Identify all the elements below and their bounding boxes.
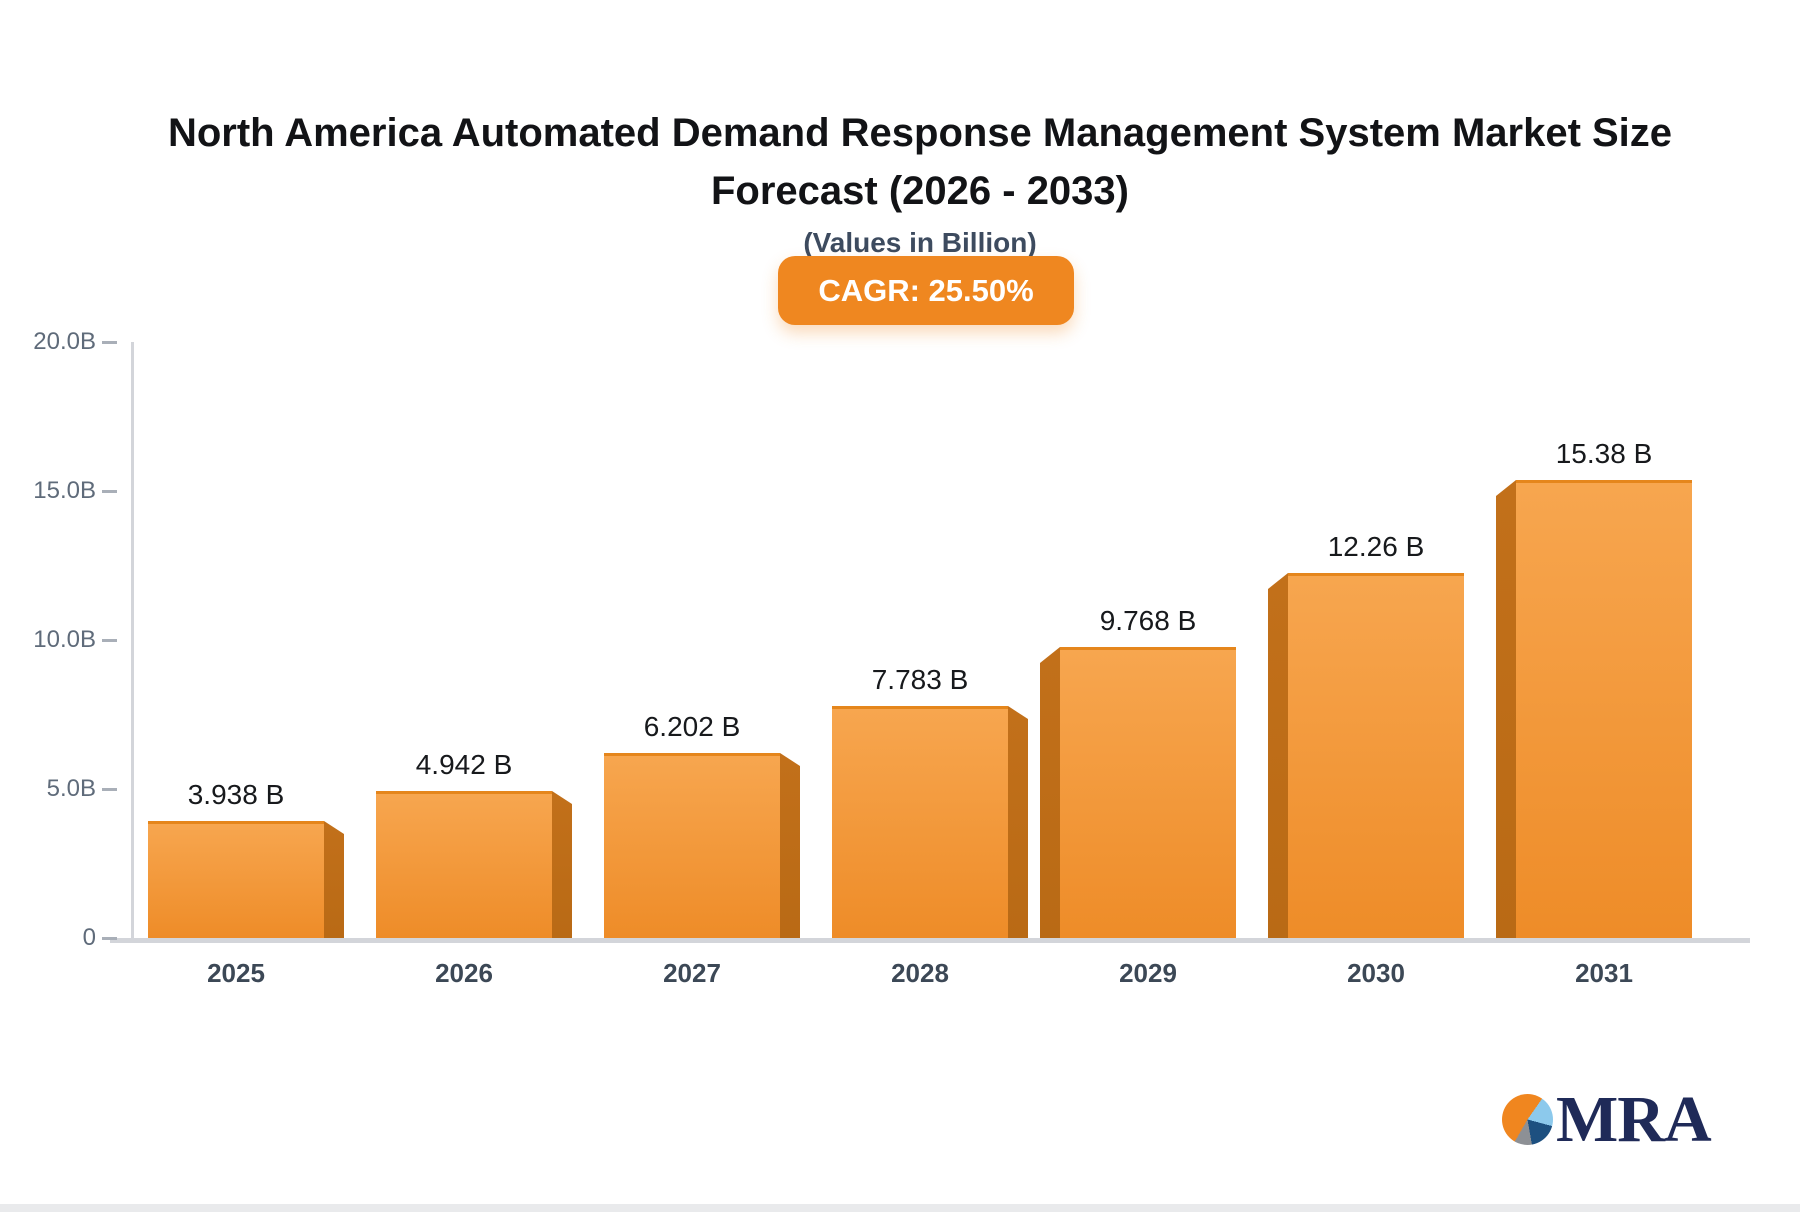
bar-2026 xyxy=(376,791,552,938)
bar-side-face xyxy=(552,791,572,938)
bar-value-label: 6.202 B xyxy=(643,711,741,742)
bar-value-label: 3.938 B xyxy=(187,779,285,810)
cagr-badge: CAGR: 25.50% xyxy=(778,256,1074,325)
y-axis-tick-label: 5.0B xyxy=(46,775,96,802)
bar-side-face xyxy=(780,753,800,938)
x-axis-category-label: 2027 xyxy=(663,958,721,988)
mra-logo-text: MRA xyxy=(1556,1083,1712,1156)
y-axis-tick-label: 0 xyxy=(82,924,96,951)
y-axis-tick-mark xyxy=(102,341,117,344)
y-axis-tick-mark xyxy=(102,490,117,493)
y-axis-tick-mark xyxy=(102,639,117,642)
x-axis-category-label: 2025 xyxy=(207,958,265,988)
x-axis-category-label: 2028 xyxy=(891,958,949,988)
y-axis-tick-mark xyxy=(102,788,117,791)
bar-2027 xyxy=(604,753,780,938)
bar-side-face xyxy=(1040,647,1060,938)
mra-pie-icon xyxy=(1502,1094,1553,1145)
bar-value-label: 4.942 B xyxy=(415,749,513,780)
x-axis-category-label: 2026 xyxy=(435,958,493,988)
mra-logo: MRA xyxy=(1502,1083,1712,1156)
chart-title-line1: North America Automated Demand Response … xyxy=(167,111,1673,155)
bar-side-face xyxy=(1496,480,1516,938)
bar-side-face xyxy=(1268,573,1288,938)
y-axis-line xyxy=(131,342,134,941)
bar-2025 xyxy=(148,821,324,938)
bottom-edge-strip xyxy=(0,1204,1800,1212)
chart-title-line2: Forecast (2026 - 2033) xyxy=(710,169,1129,213)
bar-2031 xyxy=(1516,480,1692,938)
bar-value-label: 9.768 B xyxy=(1099,605,1197,636)
bar-2030 xyxy=(1288,573,1464,938)
y-axis-tick-label: 20.0B xyxy=(33,328,96,355)
x-axis-category-label: 2030 xyxy=(1347,958,1405,988)
bar-2028 xyxy=(832,706,1008,938)
x-axis-category-label: 2031 xyxy=(1575,958,1633,988)
bar-value-label: 15.38 B xyxy=(1555,438,1653,469)
bar-2029 xyxy=(1060,647,1236,938)
chart-subtitle: (Values in Billion) xyxy=(803,227,1037,258)
bar-side-face xyxy=(324,821,344,938)
x-axis-line xyxy=(110,938,1750,943)
bar-value-label: 12.26 B xyxy=(1327,531,1425,562)
y-axis-tick-label: 15.0B xyxy=(33,477,96,504)
x-axis-category-label: 2029 xyxy=(1119,958,1177,988)
bar-value-label: 7.783 B xyxy=(871,664,969,695)
y-axis-tick-label: 10.0B xyxy=(33,626,96,653)
y-axis-tick-mark xyxy=(102,937,117,940)
bar-side-face xyxy=(1008,706,1028,938)
